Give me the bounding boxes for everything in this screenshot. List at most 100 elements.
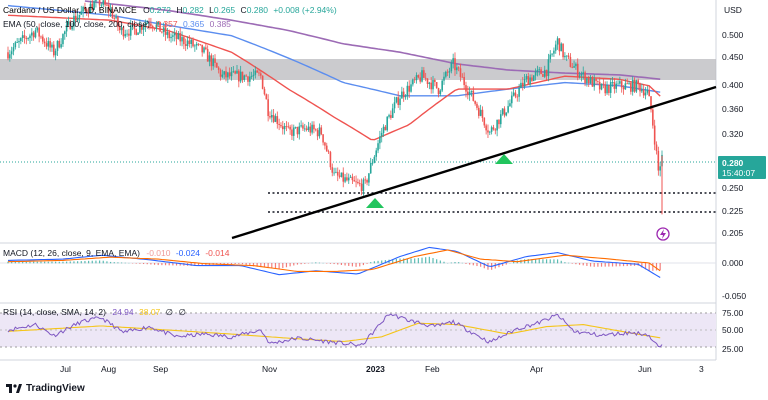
- candle-body: [408, 85, 410, 92]
- legend-rsi: RSI (14, close, SMA, 14, 2) 24.94 38.07 …: [3, 307, 186, 317]
- candle-body: [478, 107, 480, 116]
- rsi-extra2: ∅: [178, 307, 186, 317]
- candle-body: [239, 71, 242, 82]
- macd-hist-bar: [157, 263, 159, 266]
- macd-hist-bar: [428, 256, 430, 264]
- macd-hist-bar: [436, 259, 438, 264]
- macd-hist-bar: [384, 260, 386, 264]
- candle-body: [560, 43, 563, 52]
- candle-body: [263, 88, 266, 95]
- candle-body: [441, 80, 443, 91]
- candle-body: [490, 127, 493, 132]
- macd-hist-bar: [62, 261, 64, 264]
- macd-hist-bar: [40, 261, 42, 264]
- candle-body: [494, 129, 497, 131]
- macd-hist-bar: [571, 263, 573, 264]
- candle-body: [142, 27, 145, 30]
- macd-hist-bar: [146, 263, 148, 265]
- candle-body: [434, 79, 436, 83]
- macd-hist-bar: [179, 263, 181, 266]
- ascending-trendline[interactable]: [231, 85, 717, 240]
- candle-body: [12, 47, 15, 52]
- candle-body: [144, 23, 147, 28]
- legend-ema-label: EMA (50, close, 100, close, 200, close): [3, 19, 150, 29]
- candle-body: [536, 69, 539, 72]
- candle-body: [63, 31, 66, 35]
- candle-body: [179, 33, 182, 42]
- macd-hist-bar: [630, 263, 632, 266]
- macd-hist-bar: [392, 259, 394, 264]
- time-label: Jun: [638, 364, 652, 374]
- legend-open-value: 0.272: [150, 5, 172, 15]
- macd-hist-bar: [626, 263, 628, 267]
- macd-hist-bar: [586, 263, 588, 266]
- candle-body: [584, 72, 586, 84]
- candle-body: [58, 40, 61, 48]
- candle-body: [254, 70, 257, 75]
- macd-hist-bar: [267, 263, 269, 268]
- candle-body: [309, 126, 312, 133]
- candle-body: [140, 25, 143, 30]
- candle-body: [586, 78, 588, 84]
- candle-body: [164, 27, 167, 35]
- candle-body: [424, 77, 427, 79]
- candle-body: [270, 115, 273, 118]
- tradingview-logo[interactable]: TradingView: [6, 383, 85, 394]
- macd-hist-bar: [373, 261, 375, 264]
- macd-hist-bar: [252, 263, 255, 267]
- candle-body: [613, 82, 616, 89]
- macd-hist-bar: [450, 262, 452, 264]
- macd-hist-bar: [161, 263, 163, 266]
- macd-hist-bar: [311, 262, 313, 264]
- macd-hist-bar: [117, 262, 119, 264]
- candle-body: [404, 95, 407, 98]
- candle-body: [34, 30, 37, 38]
- macd-hist-bar: [124, 262, 126, 264]
- candle-body: [71, 26, 73, 30]
- candle-body: [463, 77, 465, 86]
- rsi-line: [7, 313, 663, 348]
- candle-body: [115, 16, 117, 19]
- macd-hist-bar: [644, 263, 647, 270]
- macd-hist-bar: [652, 263, 654, 271]
- candle-body: [512, 92, 515, 96]
- candlestick-series: [7, 0, 663, 215]
- macd-hist-bar: [29, 261, 31, 264]
- candle-body: [104, 0, 106, 5]
- candle-body: [386, 116, 389, 131]
- lightning-icon[interactable]: [656, 227, 670, 241]
- candle-body: [76, 17, 79, 21]
- candle-body: [620, 81, 623, 88]
- candle-body: [175, 33, 178, 40]
- candle-body: [573, 66, 575, 68]
- candle-body: [331, 167, 334, 173]
- candle-body: [523, 79, 526, 87]
- candle-body: [260, 73, 262, 76]
- macd-hist-bar: [366, 263, 368, 264]
- candle-body: [65, 24, 68, 32]
- candle-body: [622, 87, 625, 90]
- candle-body: [195, 43, 198, 46]
- candle-body: [327, 151, 330, 153]
- lightning-bolt-shape: [660, 229, 666, 239]
- candle-body: [267, 99, 269, 117]
- macd-hist-bar: [641, 263, 643, 268]
- macd-hist-bar: [102, 260, 104, 264]
- legend-ema200-value: 0.385: [210, 19, 232, 29]
- candle-body: [166, 32, 169, 35]
- candle-body: [181, 37, 183, 42]
- macd-hist-bar: [227, 263, 229, 265]
- candle-body: [245, 75, 247, 77]
- candle-body: [69, 21, 72, 30]
- legend-high-label: H: [176, 5, 182, 15]
- candle-body: [129, 25, 132, 36]
- macd-hist-bar: [600, 263, 603, 267]
- legend-ema50-value: 0.357: [156, 19, 178, 29]
- candle-body: [637, 80, 639, 85]
- candle-body: [269, 116, 271, 118]
- candle-body: [188, 40, 191, 44]
- time-label: Sep: [153, 364, 168, 374]
- macd-hist-bar: [340, 263, 343, 265]
- candle-body: [551, 53, 553, 55]
